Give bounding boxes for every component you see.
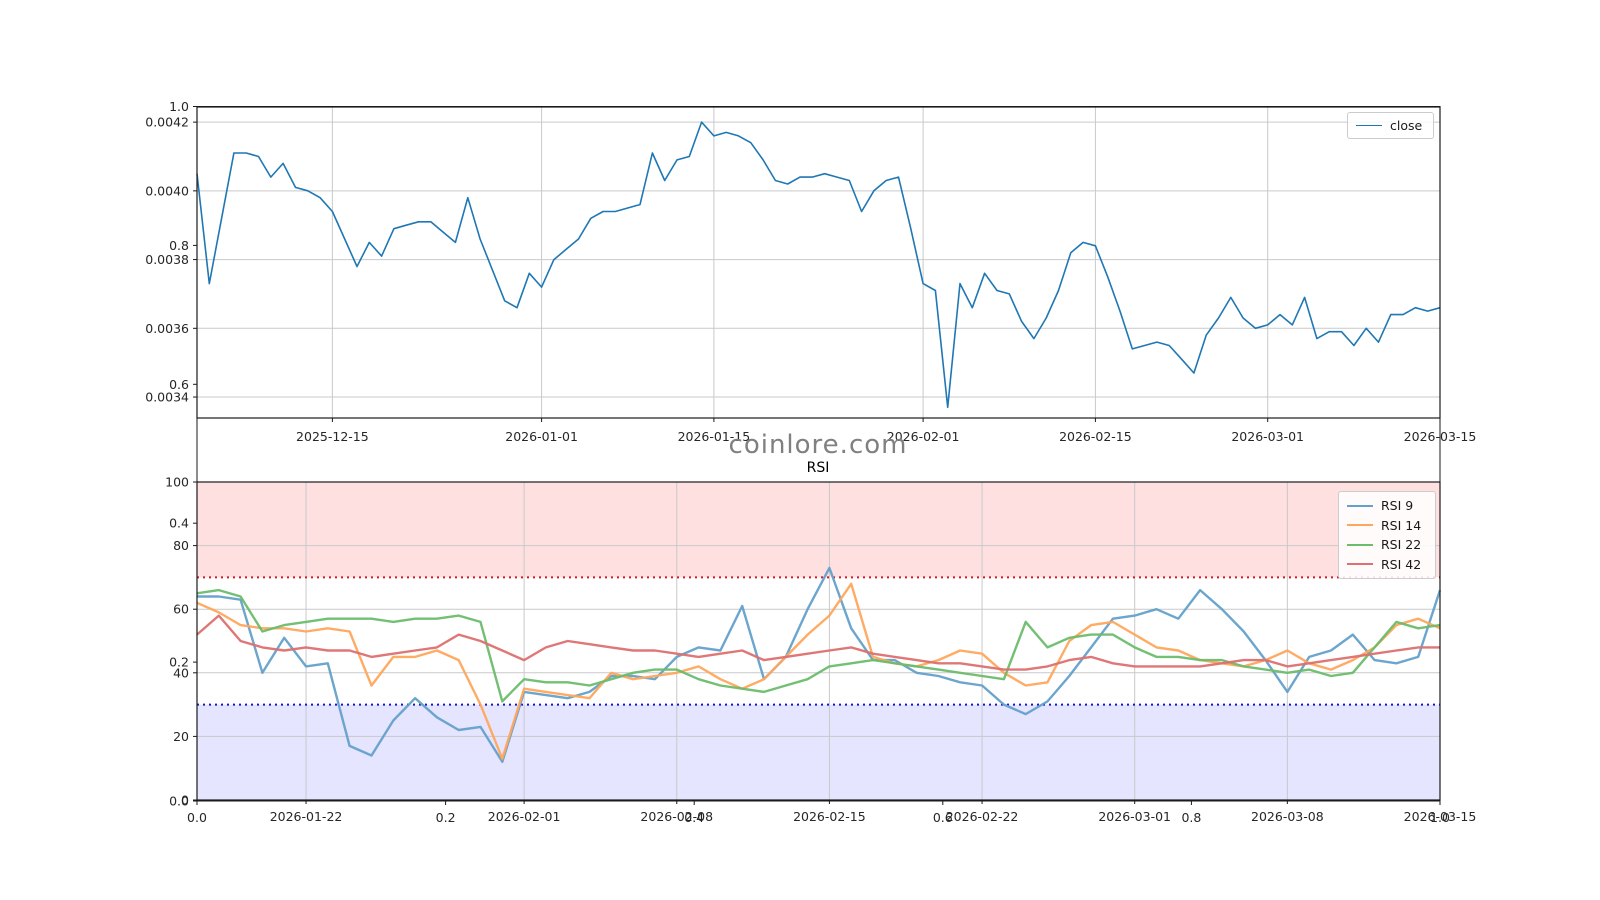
overlay-axes-spines	[196, 106, 1441, 802]
price-ytick-label: 0.0036	[145, 321, 189, 336]
rsi-line-rsi22	[196, 588, 1441, 703]
price-legend: close	[1347, 112, 1434, 139]
rsi-line-rsi42	[196, 614, 1440, 671]
rsi-line-rsi14	[196, 582, 1441, 760]
price-xtick-label: 2026-01-01	[505, 429, 578, 444]
rsi-ytick-label: 0	[181, 793, 189, 808]
rsi-xtick-label: 2026-01-22	[270, 809, 343, 824]
overlay-xtick-label: 1.0	[1430, 810, 1450, 825]
overlay-xtick-label: 0.2	[436, 810, 456, 825]
price-xtick-label: 2026-02-15	[1059, 429, 1132, 444]
rsi-legend-entry: RSI 14	[1347, 516, 1427, 536]
close-line-swatch	[1356, 125, 1382, 126]
rsi22-line-swatch	[1347, 543, 1373, 546]
price-axes-spines	[196, 106, 1441, 419]
rsi14-legend-label: RSI 14	[1381, 517, 1422, 533]
rsi-ytick-label: 100	[165, 475, 189, 490]
overbought-band	[197, 482, 1440, 578]
rsi-xtick-label: 2026-02-01	[488, 809, 561, 824]
rsi9-legend-label: RSI 9	[1381, 498, 1414, 514]
price-ytick-label: 0.0034	[145, 390, 189, 405]
rsi-xtick-label: 2026-02-08	[640, 809, 713, 824]
overlay-xtick-label: 0.8	[1181, 810, 1201, 825]
rsi-xtick-label: 2026-03-01	[1098, 809, 1171, 824]
rsi-line-rsi9	[197, 566, 1442, 763]
rsi14-line-swatch	[1347, 524, 1373, 527]
overlay-xtick-label: 0.4	[684, 810, 704, 825]
close-price-line	[196, 121, 1441, 409]
oversold-band	[197, 704, 1440, 800]
overlay-ytick-label: 0.2	[169, 655, 189, 670]
overlay-ytick-label: 1.0	[169, 99, 189, 114]
rsi-xtick-label: 2026-02-22	[946, 809, 1019, 824]
rsi-xtick-label: 2026-03-08	[1251, 809, 1324, 824]
rsi-legend-entry: RSI 42	[1347, 555, 1427, 575]
overlay-ytick-label: 0.6	[169, 377, 189, 392]
rsi-ytick-label: 40	[173, 665, 189, 680]
overlay-ytick-label: 0.8	[169, 238, 189, 253]
price-ytick-label: 0.0038	[145, 252, 189, 267]
rsi-ytick-label: 60	[173, 602, 189, 617]
watermark: coinlore.com	[728, 430, 908, 460]
price-legend-entry: close	[1356, 117, 1425, 134]
close-legend-label: close	[1390, 118, 1423, 133]
rsi-legend: RSI 9 RSI 14 RSI 22 RSI 42	[1338, 491, 1436, 579]
rsi-ytick-label: 20	[173, 729, 189, 744]
rsi42-legend-label: RSI 42	[1381, 556, 1422, 572]
price-ytick-label: 0.0040	[145, 183, 189, 198]
rsi-legend-entry: RSI 22	[1347, 535, 1427, 555]
rsi-legend-entry: RSI 9	[1347, 496, 1427, 516]
overlay-ytick-label: 0.4	[169, 516, 189, 531]
price-xtick-label: 2026-01-15	[678, 429, 751, 444]
rsi-panel-title: RSI	[806, 460, 830, 476]
price-xtick-label: 2026-03-01	[1231, 429, 1304, 444]
price-xtick-label: 2026-02-01	[887, 429, 960, 444]
rsi-ytick-label: 80	[173, 538, 189, 553]
price-ytick-label: 0.0042	[145, 115, 189, 130]
overlay-ytick-label: 0.0	[169, 794, 189, 809]
rsi-axes-spines	[196, 481, 1441, 801]
price-xtick-label: 2025-12-15	[296, 429, 369, 444]
rsi9-line-swatch	[1347, 504, 1373, 507]
rsi42-line-swatch	[1347, 563, 1373, 566]
rsi-xtick-label: 2026-03-15	[1404, 809, 1477, 824]
rsi22-legend-label: RSI 22	[1381, 537, 1422, 553]
overlay-xtick-label: 0.6	[933, 810, 953, 825]
overlay-xtick-label: 0.0	[187, 810, 207, 825]
rsi-xtick-label: 2026-02-15	[793, 809, 866, 824]
